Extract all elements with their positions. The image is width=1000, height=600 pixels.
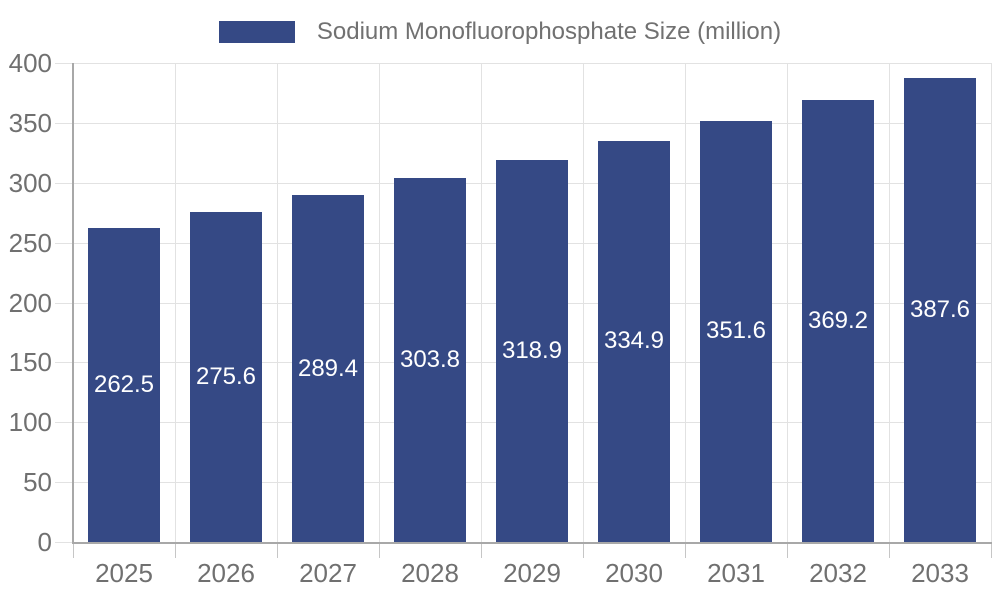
legend[interactable]: Sodium Monofluorophosphate Size (million… (0, 16, 1000, 48)
x-axis-tick-label: 2033 (911, 558, 969, 588)
y-axis-tick-label: 200 (8, 288, 52, 318)
x-axis-tick-label: 2031 (707, 558, 765, 588)
x-axis-tick (685, 544, 686, 558)
x-axis-tick (277, 544, 278, 558)
gridline-horizontal (55, 63, 991, 64)
legend-swatch (218, 21, 295, 43)
gridline-vertical (277, 63, 278, 542)
x-axis-tick-label: 2032 (809, 558, 867, 588)
bar[interactable] (598, 141, 670, 542)
x-axis-tick-label: 2025 (95, 558, 153, 588)
x-axis-tick (175, 544, 176, 558)
x-axis-tick-label: 2028 (401, 558, 459, 588)
bar-value-label: 334.9 (603, 327, 665, 354)
legend-label: Sodium Monofluorophosphate Size (million… (316, 18, 782, 45)
x-axis-tick (787, 544, 788, 558)
x-axis-tick-label: 2029 (503, 558, 561, 588)
x-axis-tick (889, 544, 890, 558)
bar[interactable] (394, 178, 466, 542)
y-axis-tick-label: 100 (8, 407, 52, 437)
bar[interactable] (700, 121, 772, 542)
bar-value-label: 262.5 (93, 371, 155, 398)
bar-value-label: 351.6 (705, 317, 767, 344)
gridline-vertical (481, 63, 482, 542)
y-axis-tick-label: 50 (23, 467, 52, 497)
y-axis-line (72, 63, 74, 542)
gridline-vertical (787, 63, 788, 542)
gridline-vertical (175, 63, 176, 542)
x-axis-tick (379, 544, 380, 558)
y-axis-tick-label: 0 (37, 527, 52, 557)
bar-value-label: 303.8 (399, 346, 461, 373)
bar[interactable] (190, 212, 262, 542)
x-axis-tick (73, 544, 74, 558)
y-axis-tick (55, 542, 73, 543)
bar[interactable] (292, 195, 364, 542)
y-axis-tick-label: 150 (8, 347, 52, 377)
gridline-vertical (991, 63, 992, 542)
gridline-vertical (889, 63, 890, 542)
bar-value-label: 289.4 (297, 355, 359, 382)
x-axis-tick-label: 2030 (605, 558, 663, 588)
y-axis-tick-label: 400 (8, 48, 52, 78)
bar-value-label: 387.6 (909, 296, 971, 323)
bar-value-label: 318.9 (501, 337, 563, 364)
gridline-vertical (685, 63, 686, 542)
bar-value-label: 275.6 (195, 363, 257, 390)
bar[interactable] (802, 100, 874, 542)
x-axis-line (72, 542, 992, 544)
gridline-vertical (583, 63, 584, 542)
bar[interactable] (496, 160, 568, 542)
bar[interactable] (904, 78, 976, 542)
gridline-vertical (379, 63, 380, 542)
y-axis-tick-label: 350 (8, 108, 52, 138)
x-axis-tick (583, 544, 584, 558)
x-axis-tick-label: 2027 (299, 558, 357, 588)
bar[interactable] (88, 228, 160, 542)
y-axis-tick-label: 250 (8, 228, 52, 258)
y-axis-tick-label: 300 (8, 168, 52, 198)
gridline-horizontal (55, 123, 991, 124)
bar-value-label: 369.2 (807, 307, 869, 334)
x-axis-tick (481, 544, 482, 558)
x-axis-tick-label: 2026 (197, 558, 255, 588)
x-axis-tick (991, 544, 992, 558)
